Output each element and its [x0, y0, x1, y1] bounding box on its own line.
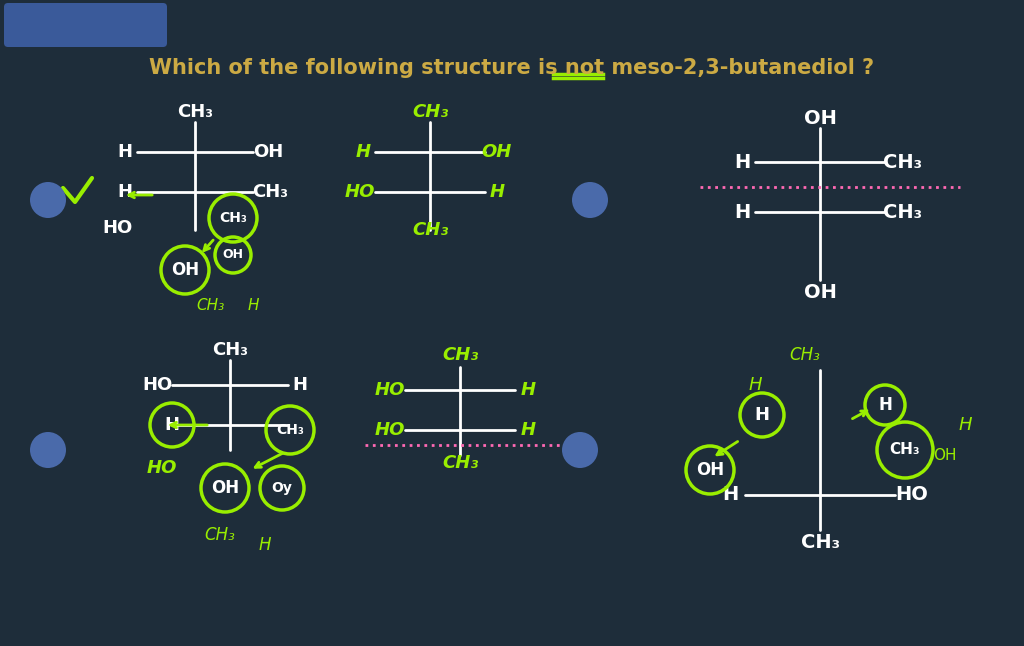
Text: HO: HO — [146, 459, 177, 477]
FancyBboxPatch shape — [4, 3, 167, 47]
Text: A: A — [40, 191, 55, 209]
Text: CH₃: CH₃ — [219, 211, 247, 225]
Text: OH: OH — [211, 479, 239, 497]
Text: H: H — [755, 406, 769, 424]
Text: H: H — [958, 416, 972, 434]
Text: HO: HO — [375, 421, 406, 439]
Text: CH₃: CH₃ — [883, 202, 922, 222]
Text: CH₃: CH₃ — [801, 532, 840, 552]
Text: CH₃: CH₃ — [890, 443, 921, 457]
Text: OH: OH — [933, 448, 956, 463]
Text: H: H — [118, 183, 132, 201]
Text: H: H — [489, 183, 505, 201]
Text: H: H — [355, 143, 371, 161]
Text: B: B — [583, 191, 597, 209]
Text: CH₃: CH₃ — [442, 346, 478, 364]
Text: Which of the following structure is not meso-2,3-butanediol ?: Which of the following structure is not … — [150, 58, 874, 78]
Text: OH: OH — [171, 261, 199, 279]
Text: OH: OH — [253, 143, 283, 161]
Text: CH₃: CH₃ — [790, 346, 820, 364]
Text: HO: HO — [375, 381, 406, 399]
Text: H: H — [293, 376, 307, 394]
Text: H: H — [878, 396, 892, 414]
Text: HO: HO — [345, 183, 375, 201]
Text: H: H — [749, 376, 762, 394]
Text: CH₃: CH₃ — [276, 423, 304, 437]
Text: CH₃: CH₃ — [196, 298, 224, 313]
Circle shape — [30, 432, 66, 468]
Text: OH: OH — [222, 249, 244, 262]
Text: CH₃: CH₃ — [883, 152, 922, 171]
Text: CH₃: CH₃ — [442, 454, 478, 472]
Text: H: H — [734, 152, 751, 171]
Text: CH₃: CH₃ — [177, 103, 213, 121]
Text: H: H — [520, 381, 536, 399]
Text: CH₃: CH₃ — [412, 103, 449, 121]
Text: Oy: Oy — [271, 481, 293, 495]
Text: D: D — [572, 441, 588, 459]
Text: CH₃: CH₃ — [252, 183, 288, 201]
Text: H: H — [247, 298, 259, 313]
Text: H: H — [118, 143, 132, 161]
Text: OH: OH — [804, 109, 837, 127]
Circle shape — [572, 182, 608, 218]
Text: OH: OH — [696, 461, 724, 479]
Text: H: H — [259, 536, 271, 554]
Text: H: H — [734, 202, 751, 222]
Text: HO: HO — [143, 376, 173, 394]
Text: H: H — [165, 416, 179, 434]
Text: CH₃: CH₃ — [212, 341, 248, 359]
Circle shape — [562, 432, 598, 468]
Text: OH: OH — [804, 282, 837, 302]
Circle shape — [30, 182, 66, 218]
Text: H: H — [520, 421, 536, 439]
Text: CH₃: CH₃ — [205, 526, 236, 544]
Text: QUESTION: QUESTION — [26, 15, 146, 35]
Text: C: C — [41, 441, 55, 459]
Text: HO: HO — [101, 219, 132, 237]
Text: OH: OH — [482, 143, 512, 161]
Text: CH₃: CH₃ — [412, 221, 449, 239]
Text: HO: HO — [896, 486, 929, 505]
Text: H: H — [722, 486, 738, 505]
